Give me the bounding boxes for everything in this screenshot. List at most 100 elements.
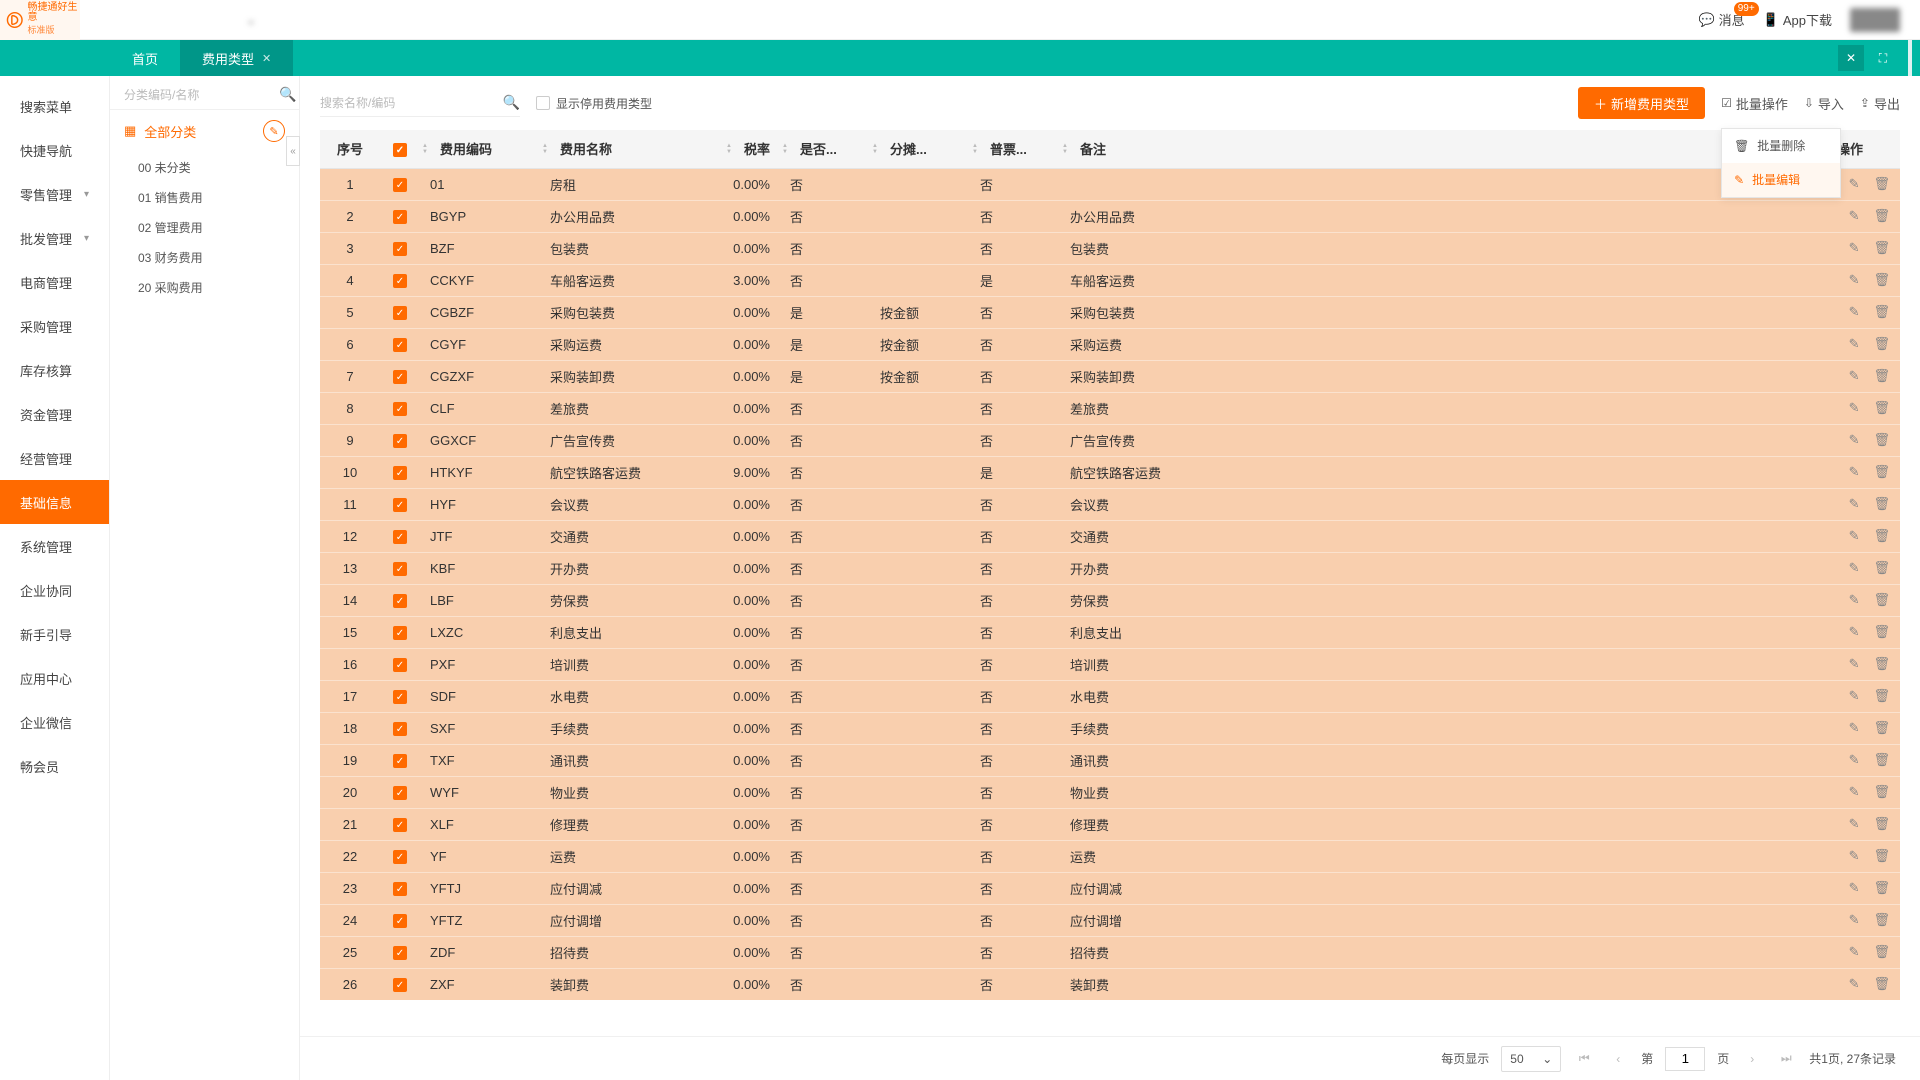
delete-row-button[interactable]: 🗑 (1873, 976, 1890, 992)
col-share[interactable]: ▲▼分摊... (870, 130, 970, 168)
table-row[interactable]: 5✓CGBZF采购包装费0.00%是按金额否采购包装费✎🗑 (320, 296, 1900, 328)
company-selector[interactable]: ⌄ (110, 11, 256, 28)
edit-row-button[interactable]: ✎ (1849, 432, 1860, 448)
nav-item[interactable]: 基础信息 (0, 480, 109, 524)
tab-home[interactable]: 首页 (110, 40, 180, 76)
delete-row-button[interactable]: 🗑 (1873, 560, 1890, 576)
table-row[interactable]: 16✓PXF培训费0.00%否否培训费✎🗑 (320, 648, 1900, 680)
cell-checkbox[interactable]: ✓ (380, 264, 420, 296)
edit-row-button[interactable]: ✎ (1849, 848, 1860, 864)
table-row[interactable]: 4✓CCKYF车船客运费3.00%否是车船客运费✎🗑 (320, 264, 1900, 296)
edit-row-button[interactable]: ✎ (1849, 560, 1860, 576)
edit-row-button[interactable]: ✎ (1849, 720, 1860, 736)
table-row[interactable]: 10✓HTKYF航空铁路客运费9.00%否是航空铁路客运费✎🗑 (320, 456, 1900, 488)
delete-row-button[interactable]: 🗑 (1873, 784, 1890, 800)
delete-row-button[interactable]: 🗑 (1873, 752, 1890, 768)
edit-row-button[interactable]: ✎ (1849, 880, 1860, 896)
close-icon[interactable]: ✕ (262, 52, 271, 65)
cell-checkbox[interactable]: ✓ (380, 584, 420, 616)
edit-row-button[interactable]: ✎ (1849, 976, 1860, 992)
cell-checkbox[interactable]: ✓ (380, 488, 420, 520)
cell-checkbox[interactable]: ✓ (380, 680, 420, 712)
cell-checkbox[interactable]: ✓ (380, 648, 420, 680)
delete-row-button[interactable]: 🗑 (1873, 496, 1890, 512)
table-row[interactable]: 8✓CLF差旅费0.00%否否差旅费✎🗑 (320, 392, 1900, 424)
fullscreen-button[interactable]: ⛶ (1870, 45, 1896, 71)
table-row[interactable]: 3✓BZF包装费0.00%否否包装费✎🗑 (320, 232, 1900, 264)
tab-fee-type[interactable]: 费用类型 ✕ (180, 40, 293, 76)
cell-checkbox[interactable]: ✓ (380, 968, 420, 1000)
category-edit-button[interactable]: ✎ (263, 120, 285, 142)
nav-item[interactable]: 企业微信 (0, 700, 109, 744)
cell-checkbox[interactable]: ✓ (380, 424, 420, 456)
cell-checkbox[interactable]: ✓ (380, 712, 420, 744)
edit-row-button[interactable]: ✎ (1849, 464, 1860, 480)
nav-item[interactable]: 经营管理 (0, 436, 109, 480)
table-row[interactable]: 17✓SDF水电费0.00%否否水电费✎🗑 (320, 680, 1900, 712)
cell-checkbox[interactable]: ✓ (380, 392, 420, 424)
table-row[interactable]: 12✓JTF交通费0.00%否否交通费✎🗑 (320, 520, 1900, 552)
delete-row-button[interactable]: 🗑 (1873, 912, 1890, 928)
delete-row-button[interactable]: 🗑 (1873, 240, 1890, 256)
edit-row-button[interactable]: ✎ (1849, 784, 1860, 800)
delete-row-button[interactable]: 🗑 (1873, 464, 1890, 480)
delete-row-button[interactable]: 🗑 (1873, 272, 1890, 288)
cell-checkbox[interactable]: ✓ (380, 456, 420, 488)
col-flag1[interactable]: ▲▼是否... (780, 130, 870, 168)
delete-row-button[interactable]: 🗑 (1873, 208, 1890, 224)
delete-row-button[interactable]: 🗑 (1873, 432, 1890, 448)
edit-row-button[interactable]: ✎ (1849, 592, 1860, 608)
edit-row-button[interactable]: ✎ (1849, 240, 1860, 256)
batch-edit-item[interactable]: ✎ 批量编辑 (1722, 163, 1840, 197)
cell-checkbox[interactable]: ✓ (380, 328, 420, 360)
table-row[interactable]: 13✓KBF开办费0.00%否否开办费✎🗑 (320, 552, 1900, 584)
table-row[interactable]: 2✓BGYP办公用品费0.00%否否办公用品费✎🗑 (320, 200, 1900, 232)
cell-checkbox[interactable]: ✓ (380, 616, 420, 648)
edit-row-button[interactable]: ✎ (1849, 304, 1860, 320)
batch-operations-button[interactable]: ☑ 批量操作 🗑 批量删除 ✎ 批量编辑 (1721, 94, 1788, 113)
edit-row-button[interactable]: ✎ (1849, 208, 1860, 224)
category-search-input[interactable] (124, 88, 279, 102)
col-remark[interactable]: ▲▼备注 (1060, 130, 1800, 168)
last-page-button[interactable]: ⏭ (1775, 1048, 1797, 1070)
export-button[interactable]: ⇪ 导出 (1860, 94, 1900, 113)
import-button[interactable]: ⇩ 导入 (1804, 94, 1844, 113)
table-row[interactable]: 24✓YFTZ应付调增0.00%否否应付调增✎🗑 (320, 904, 1900, 936)
delete-row-button[interactable]: 🗑 (1873, 304, 1890, 320)
edit-row-button[interactable]: ✎ (1849, 752, 1860, 768)
table-row[interactable]: 19✓TXF通讯费0.00%否否通讯费✎🗑 (320, 744, 1900, 776)
category-item[interactable]: 03 财务费用 (138, 242, 295, 272)
edit-row-button[interactable]: ✎ (1849, 272, 1860, 288)
nav-item[interactable]: 采购管理 (0, 304, 109, 348)
table-row[interactable]: 7✓CGZXF采购装卸费0.00%是按金额否采购装卸费✎🗑 (320, 360, 1900, 392)
delete-row-button[interactable]: 🗑 (1873, 368, 1890, 384)
delete-row-button[interactable]: 🗑 (1873, 816, 1890, 832)
col-index[interactable]: 序号 (320, 130, 380, 168)
category-item[interactable]: 02 管理费用 (138, 212, 295, 242)
batch-delete-item[interactable]: 🗑 批量删除 (1722, 129, 1840, 163)
table-row[interactable]: 26✓ZXF装卸费0.00%否否装卸费✎🗑 (320, 968, 1900, 1000)
cell-checkbox[interactable]: ✓ (380, 520, 420, 552)
avatar[interactable] (1850, 8, 1900, 32)
first-page-button[interactable]: ⏮ (1573, 1048, 1595, 1070)
delete-row-button[interactable]: 🗑 (1873, 336, 1890, 352)
nav-item[interactable]: 零售管理▾ (0, 172, 109, 216)
edit-row-button[interactable]: ✎ (1849, 176, 1860, 192)
delete-row-button[interactable]: 🗑 (1873, 400, 1890, 416)
table-row[interactable]: 6✓CGYF采购运费0.00%是按金额否采购运费✎🗑 (320, 328, 1900, 360)
cell-checkbox[interactable]: ✓ (380, 232, 420, 264)
col-code[interactable]: ▲▼费用编码 (420, 130, 540, 168)
category-item[interactable]: 01 销售费用 (138, 182, 295, 212)
delete-row-button[interactable]: 🗑 (1873, 880, 1890, 896)
nav-item[interactable]: 应用中心 (0, 656, 109, 700)
table-row[interactable]: 20✓WYF物业费0.00%否否物业费✎🗑 (320, 776, 1900, 808)
cell-checkbox[interactable]: ✓ (380, 296, 420, 328)
cell-checkbox[interactable]: ✓ (380, 552, 420, 584)
edit-row-button[interactable]: ✎ (1849, 368, 1860, 384)
nav-item[interactable]: 企业协同 (0, 568, 109, 612)
nav-item[interactable]: 快捷导航 (0, 128, 109, 172)
next-page-button[interactable]: › (1741, 1048, 1763, 1070)
edit-row-button[interactable]: ✎ (1849, 656, 1860, 672)
nav-item[interactable]: 搜索菜单 (0, 84, 109, 128)
search-input[interactable] (320, 90, 503, 116)
